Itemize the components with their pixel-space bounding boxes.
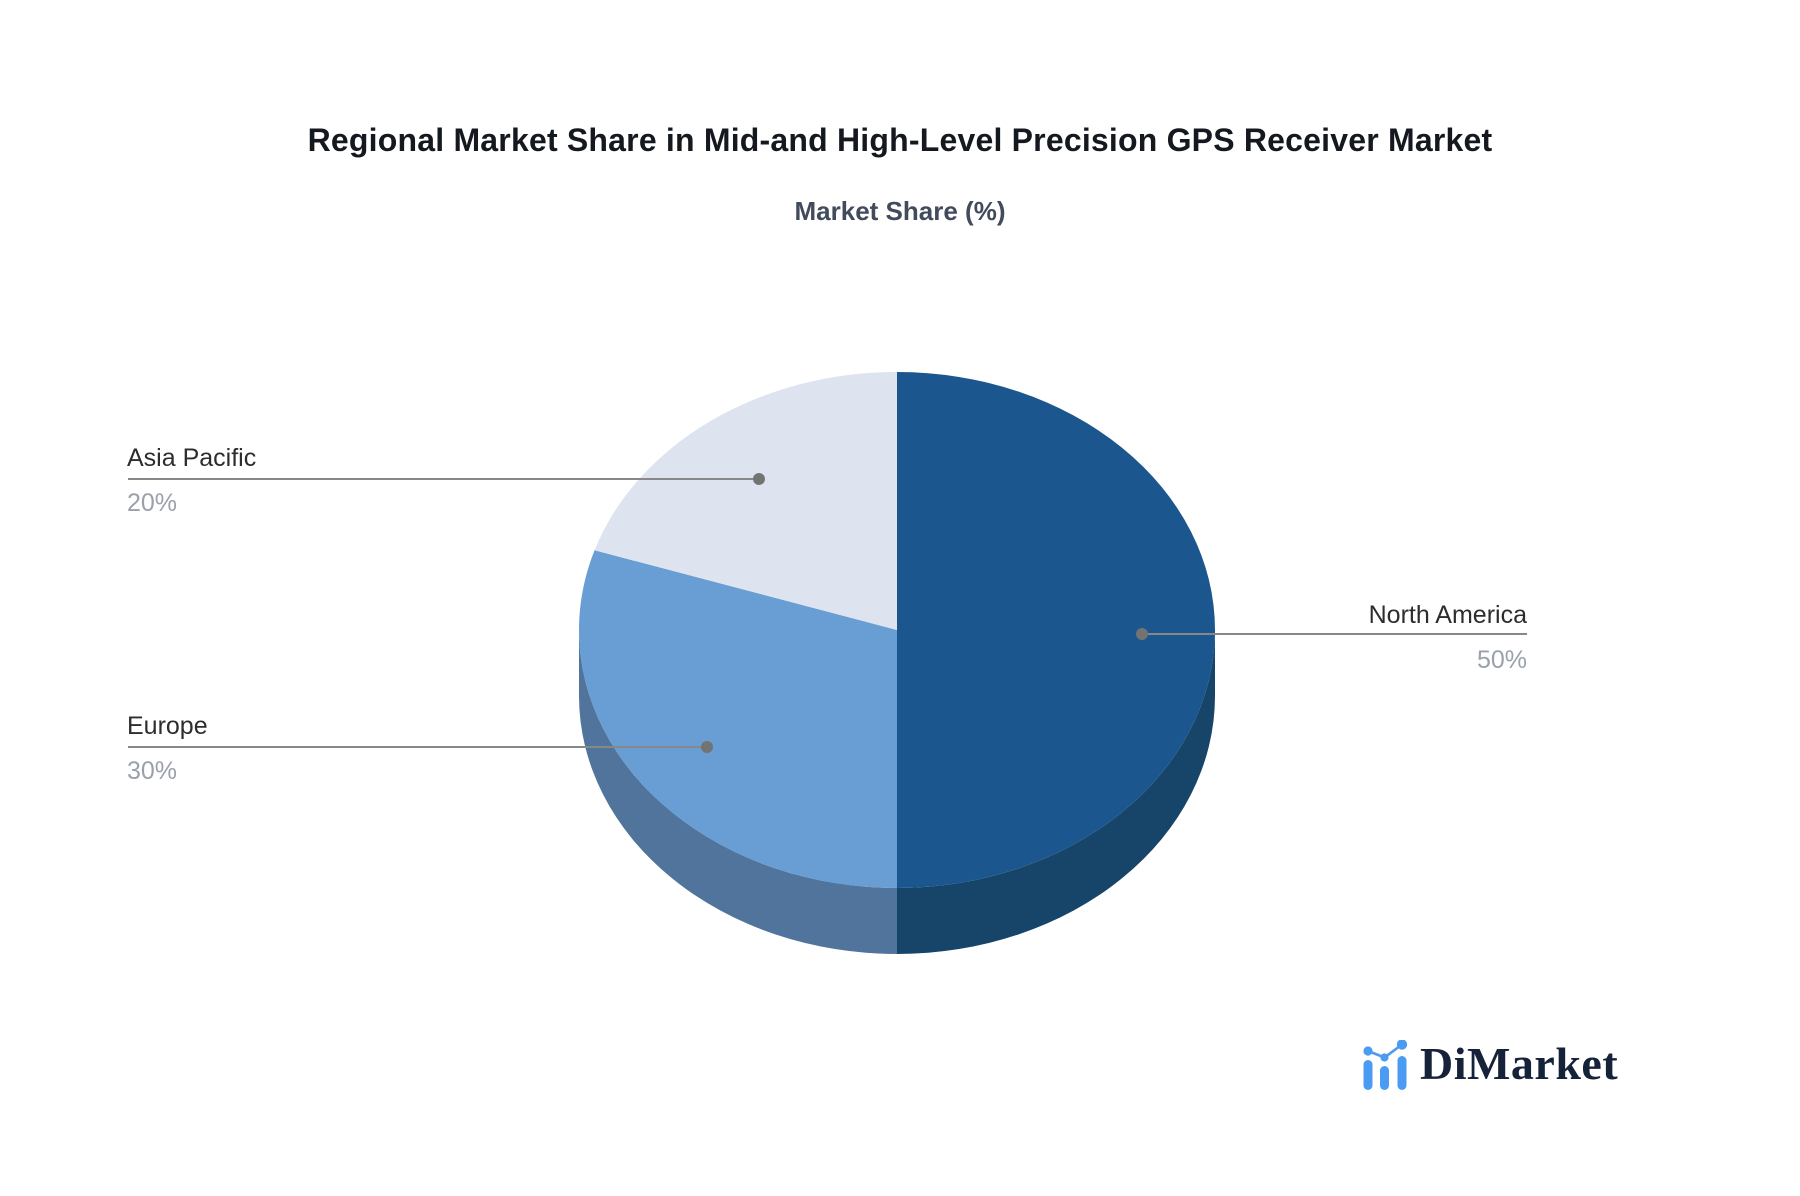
brand-logo: DiMarket (1362, 1038, 1618, 1090)
pie-slice-side-north-america (897, 630, 1215, 954)
pie-slice-europe[interactable] (578, 550, 897, 888)
callout-value-asia-pacific: 20% (127, 489, 178, 517)
page-subtitle: Market Share (%) (794, 196, 1006, 226)
brand-name: DiMarket (1420, 1038, 1619, 1089)
pie-3d-group (578, 372, 1215, 954)
bar-chart-logo-icon (1363, 1040, 1408, 1090)
page-title: Regional Market Share in Mid-and High-Le… (307, 122, 1493, 158)
callout-dot-europe (701, 741, 713, 753)
pie-slice-asia-pacific[interactable] (594, 372, 897, 630)
callout-label-asia-pacific: Asia Pacific (127, 444, 257, 472)
pie-slice-side-europe (579, 630, 897, 954)
callout-lines-group (128, 473, 1527, 753)
callout-label-north-america: North America (1368, 601, 1527, 629)
callout-dot-asia-pacific (753, 473, 765, 485)
pie-slice-north-america[interactable] (897, 372, 1215, 888)
callout-label-europe: Europe (127, 712, 208, 740)
callout-value-europe: 30% (127, 757, 178, 785)
callout-dot-north-america (1136, 628, 1148, 640)
callout-value-north-america: 50% (1476, 646, 1527, 674)
